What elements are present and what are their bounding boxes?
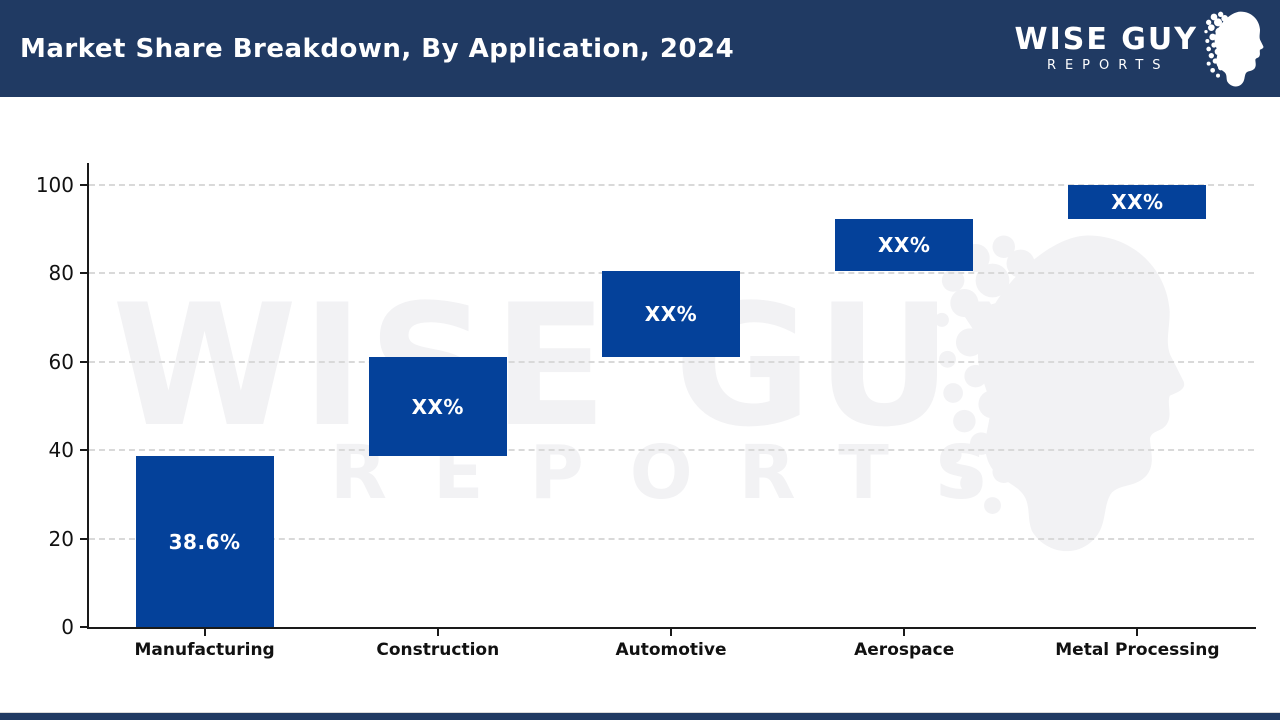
wise-guy-face-icon: [1204, 11, 1264, 86]
watermark-wordmark: WISE GUY: [112, 268, 1083, 464]
y-axis-spine: [87, 163, 89, 629]
bar-metal-processing: XX%: [1068, 184, 1207, 219]
y-tick-mark-100: [80, 183, 87, 186]
x-tick-mark-1: [436, 629, 439, 636]
y-tick-label-80: 80: [48, 261, 74, 285]
bar-value-label: XX%: [411, 394, 464, 419]
bar-value-label: XX%: [877, 232, 931, 257]
gridline-40: [89, 449, 1254, 451]
bar-value-label: 38.6%: [168, 529, 241, 554]
x-tick-mark-3: [903, 629, 906, 636]
x-category-label-4: Metal Processing: [1055, 640, 1220, 660]
x-category-label-3: Aerospace: [854, 640, 955, 660]
gridline-20: [89, 537, 1254, 540]
y-tick-mark-60: [80, 360, 87, 363]
footer-bar: [0, 713, 1280, 720]
gridline-60: [89, 360, 1254, 363]
brand-subname: REPORTS: [1046, 57, 1170, 73]
bar-automotive: XX%: [602, 271, 740, 358]
x-category-label-1: Construction: [376, 640, 500, 660]
header-banner: Market Share Breakdown, By Application, …: [0, 0, 1280, 97]
y-tick-label-20: 20: [48, 526, 74, 551]
footer-divider: [0, 712, 1280, 713]
y-tick-mark-20: [80, 537, 87, 540]
brand-name: WISE GUY: [1014, 22, 1198, 58]
x-axis-spine: [87, 627, 1256, 629]
page-title: Market Share Breakdown, By Application, …: [20, 33, 735, 64]
brand-wordmark: WISE GUY REPORTS: [1014, 24, 1198, 73]
y-tick-label-100: 100: [35, 172, 74, 197]
y-tick-mark-0: [80, 626, 87, 628]
bar-manufacturing: 38.6%: [135, 456, 274, 627]
brand-logo: WISE GUY REPORTS: [1014, 9, 1280, 89]
x-tick-mark-4: [1136, 629, 1139, 636]
chart-canvas: WISE GUY REPORTS 0 20 40 60 80 100 38.6% Manufa…: [0, 97, 1280, 712]
bar-value-label: XX%: [644, 302, 698, 327]
bar-value-label: XX%: [1111, 189, 1164, 214]
x-tick-mark-2: [670, 629, 672, 636]
bar-aerospace: XX%: [835, 218, 974, 272]
x-tick-mark-0: [203, 629, 206, 636]
y-tick-label-0: 0: [61, 615, 74, 639]
y-tick-mark-40: [80, 449, 87, 451]
bar-construction: XX%: [368, 357, 507, 457]
y-tick-label-60: 60: [48, 349, 74, 374]
y-tick-label-40: 40: [48, 438, 74, 462]
x-category-label-0: Manufacturing: [134, 640, 275, 660]
x-category-label-2: Automotive: [615, 640, 727, 660]
gridline-100: [89, 183, 1254, 186]
y-tick-mark-80: [80, 272, 87, 274]
